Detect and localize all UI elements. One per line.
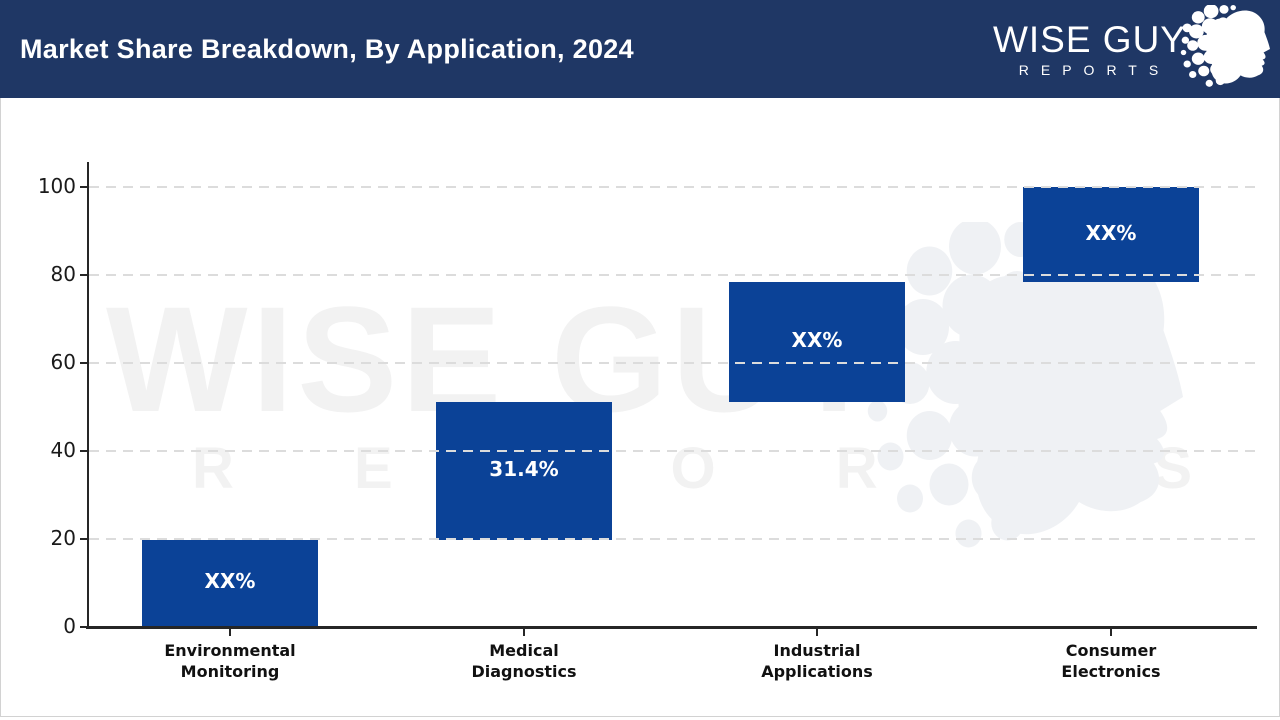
x-tick-medical-diagnostics (523, 629, 525, 636)
y-axis-spine (87, 162, 89, 628)
y-tick-0 (80, 625, 89, 628)
bar-environmental-monitoring (142, 540, 318, 627)
bar-value-label: XX% (1085, 220, 1137, 245)
y-tick-80 (80, 273, 89, 276)
y-tick-20 (80, 537, 89, 540)
gridline-60 (89, 361, 1256, 364)
x-category-label-line: Environmental (164, 641, 296, 660)
x-tick-industrial-applications (816, 629, 818, 636)
y-tick-label: 0 (63, 613, 76, 638)
x-category-label-line: Applications (761, 662, 873, 681)
y-tick-label: 100 (37, 174, 76, 199)
y-tick-60 (80, 361, 89, 364)
x-category-label-medical-diagnostics: Medical Diagnostics (414, 640, 634, 682)
bar-industrial-applications (729, 282, 905, 403)
x-tick-consumer-electronics (1110, 629, 1112, 636)
page-title: Market Share Breakdown, By Application, … (20, 33, 634, 64)
y-tick-label: 20 (50, 525, 76, 550)
logo-text: WISE GUY REPORTS (993, 21, 1186, 78)
x-category-label-industrial-applications: Industrial Applications (707, 640, 927, 682)
x-category-label-line: Medical (489, 641, 559, 660)
gridline-100 (89, 186, 1256, 189)
x-category-label-line: Monitoring (180, 662, 280, 681)
x-tick-environmental-monitoring (229, 629, 231, 636)
bar-consumer-electronics (1023, 187, 1199, 282)
x-category-label-environmental-monitoring: Environmental Monitoring (120, 640, 340, 682)
x-category-label-line: Electronics (1061, 662, 1161, 681)
gridline-80 (89, 273, 1256, 276)
y-tick-100 (80, 186, 89, 189)
gridline-40 (89, 449, 1256, 452)
logo-wordmark: WISE GUY (992, 18, 1186, 60)
bar-value-label: XX% (791, 328, 843, 353)
dotted-head-logo-icon (1180, 5, 1270, 87)
y-tick-label: 80 (50, 261, 76, 286)
x-axis-spine (86, 626, 1257, 629)
x-category-label-line: Industrial (773, 641, 861, 660)
logo-subtitle: REPORTS (1018, 61, 1171, 78)
y-tick-label: 40 (50, 437, 76, 462)
x-category-label-line: Consumer (1065, 641, 1157, 660)
bar-value-label: 31.4% (489, 457, 559, 482)
bar-medical-diagnostics (436, 402, 612, 541)
wise-guy-reports-logo: WISE GUY REPORTS (993, 5, 1270, 93)
bar-value-label: XX% (204, 569, 256, 594)
y-tick-40 (80, 449, 89, 452)
y-tick-label: 60 (50, 349, 76, 374)
header-bar: Market Share Breakdown, By Application, … (0, 0, 1280, 98)
gridline-20 (89, 537, 1256, 540)
x-category-label-line: Diagnostics (471, 662, 577, 681)
x-category-label-consumer-electronics: Consumer Electronics (1001, 640, 1221, 682)
